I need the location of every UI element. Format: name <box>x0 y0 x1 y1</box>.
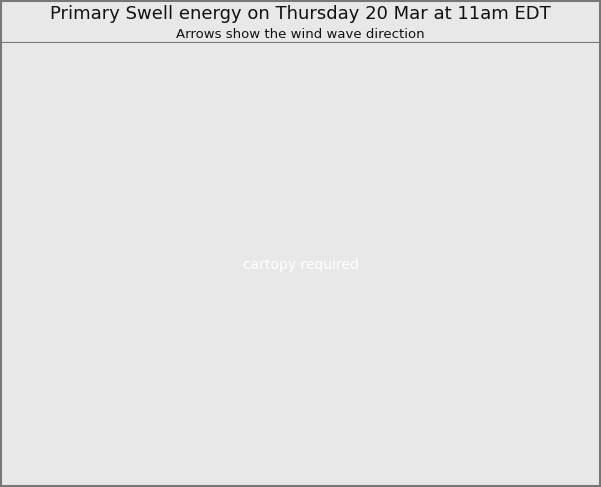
Text: cartopy required: cartopy required <box>243 258 358 272</box>
Text: Arrows show the wind wave direction: Arrows show the wind wave direction <box>176 28 425 41</box>
Text: Primary Swell energy on Thursday 20 Mar at 11am EDT: Primary Swell energy on Thursday 20 Mar … <box>50 5 551 23</box>
